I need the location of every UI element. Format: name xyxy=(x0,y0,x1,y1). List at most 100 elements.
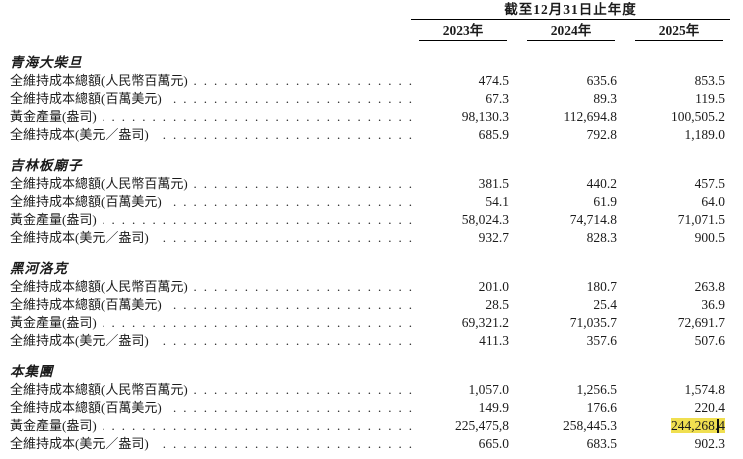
value-2023: 149.9 xyxy=(478,400,509,415)
value-2023: 932.7 xyxy=(478,230,509,245)
dot-leader xyxy=(194,381,419,399)
value-2024: 683.5 xyxy=(586,436,617,451)
table-row: 全維持成本(美元／盎司) 685.9 792.8 1,189.0 xyxy=(0,126,743,144)
highlighted-value[interactable]: 244,268.4 xyxy=(671,418,725,433)
value-2023: 28.5 xyxy=(485,297,509,312)
row-label: 黃金產量(盎司) xyxy=(10,212,97,227)
year-column-2024: 2024年 xyxy=(527,20,615,41)
value-2024: 258,445.3 xyxy=(563,418,617,433)
table-header: 截至12月31日止年度 2023年 2024年 2025年 xyxy=(411,2,730,41)
dot-leader xyxy=(168,90,419,108)
value-2024: 112,694.8 xyxy=(563,109,618,124)
value-2024: 357.6 xyxy=(586,333,617,348)
value-2025: 900.5 xyxy=(694,230,725,245)
section-group-total: 本集團 全維持成本總額(人民幣百萬元) 1,057.0 1,256.5 1,57… xyxy=(0,363,743,453)
value-2025: 119.5 xyxy=(695,91,725,106)
dot-leader xyxy=(155,332,419,350)
value-2025: 1,189.0 xyxy=(684,127,726,142)
section-title: 本集團 xyxy=(10,364,54,379)
row-label: 全維持成本總額(人民幣百萬元) xyxy=(10,382,188,397)
value-2024: 89.3 xyxy=(593,91,617,106)
row-label: 全維持成本總額(人民幣百萬元) xyxy=(10,279,188,294)
value-2025: 100,505.2 xyxy=(671,109,725,124)
dot-leader xyxy=(194,72,419,90)
dot-leader xyxy=(168,296,419,314)
dot-leader xyxy=(155,435,419,453)
value-2023: 665.0 xyxy=(478,436,509,451)
value-2025: 64.0 xyxy=(701,194,725,209)
row-label: 全維持成本總額(人民幣百萬元) xyxy=(10,176,188,191)
table-row: 黃金產量(盎司) 69,321.2 71,035.7 72,691.7 xyxy=(0,314,743,332)
value-2025: 71,071.5 xyxy=(677,212,725,227)
value-2023: 54.1 xyxy=(485,194,509,209)
row-label: 全維持成本總額(百萬美元) xyxy=(10,297,162,312)
row-label: 全維持成本總額(百萬美元) xyxy=(10,194,162,209)
value-2024: 74,714.8 xyxy=(569,212,617,227)
value-2024: 176.6 xyxy=(586,400,617,415)
table-row: 全維持成本總額(人民幣百萬元) 201.0 180.7 263.8 xyxy=(0,278,743,296)
period-header: 截至12月31日止年度 xyxy=(411,2,730,20)
value-2023: 201.0 xyxy=(478,279,509,294)
dot-leader xyxy=(103,417,419,435)
dot-leader xyxy=(168,399,419,417)
table-row: 全維持成本總額(百萬美元) 54.1 61.9 64.0 xyxy=(0,193,743,211)
section-title: 黑河洛克 xyxy=(10,261,68,276)
value-2024: 440.2 xyxy=(586,176,617,191)
value-2023: 225,475,8 xyxy=(455,418,509,433)
section-qinghai-dachaidan: 青海大柴旦 全維持成本總額(人民幣百萬元) 474.5 635.6 853.5 … xyxy=(0,54,743,144)
value-2025: 72,691.7 xyxy=(677,315,725,330)
value-2024: 635.6 xyxy=(586,73,617,88)
dot-leader xyxy=(194,278,419,296)
value-2025: 853.5 xyxy=(694,73,725,88)
dot-leader xyxy=(168,193,419,211)
row-label: 全維持成本總額(人民幣百萬元) xyxy=(10,73,188,88)
value-2023: 1,057.0 xyxy=(468,382,510,397)
row-label: 黃金產量(盎司) xyxy=(10,109,97,124)
year-column-2025: 2025年 xyxy=(635,20,723,41)
dot-leader xyxy=(103,108,419,126)
value-2024: 61.9 xyxy=(593,194,617,209)
year-column-2023: 2023年 xyxy=(419,20,507,41)
value-2024: 828.3 xyxy=(586,230,617,245)
value-2024: 180.7 xyxy=(586,279,617,294)
value-2023: 685.9 xyxy=(478,127,509,142)
value-2023: 67.3 xyxy=(485,91,509,106)
table-row: 全維持成本總額(人民幣百萬元) 1,057.0 1,256.5 1,574.8 xyxy=(0,381,743,399)
table-row: 黃金產量(盎司) 98,130.3 112,694.8 100,505.2 xyxy=(0,108,743,126)
value-2025-highlighted[interactable]: 244,268.4 xyxy=(637,417,725,435)
dot-leader xyxy=(155,229,419,247)
row-label: 全維持成本(美元／盎司) xyxy=(10,436,149,451)
value-2023: 69,321.2 xyxy=(461,315,509,330)
value-2025: 457.5 xyxy=(694,176,725,191)
value-2023: 411.3 xyxy=(479,333,509,348)
value-2024: 792.8 xyxy=(586,127,617,142)
row-label: 黃金產量(盎司) xyxy=(10,418,97,433)
dot-leader xyxy=(103,314,419,332)
table-row: 全維持成本(美元／盎司) 665.0 683.5 902.3 xyxy=(0,435,743,453)
value-2025: 1,574.8 xyxy=(684,382,726,397)
table-row: 全維持成本總額(百萬美元) 149.9 176.6 220.4 xyxy=(0,399,743,417)
table-row: 全維持成本(美元／盎司) 932.7 828.3 900.5 xyxy=(0,229,743,247)
table-row: 全維持成本總額(百萬美元) 67.3 89.3 119.5 xyxy=(0,90,743,108)
value-2024: 1,256.5 xyxy=(576,382,618,397)
value-2025: 507.6 xyxy=(694,333,725,348)
table-row: 全維持成本總額(人民幣百萬元) 474.5 635.6 853.5 xyxy=(0,72,743,90)
table-row: 全維持成本(美元／盎司) 411.3 357.6 507.6 xyxy=(0,332,743,350)
value-2025: 36.9 xyxy=(701,297,725,312)
dot-leader xyxy=(103,211,419,229)
row-label: 全維持成本(美元／盎司) xyxy=(10,333,149,348)
text-cursor xyxy=(716,419,719,433)
value-2023: 381.5 xyxy=(478,176,509,191)
section-heihe-luoke: 黑河洛克 全維持成本總額(人民幣百萬元) 201.0 180.7 263.8 全… xyxy=(0,260,743,350)
row-label: 全維持成本(美元／盎司) xyxy=(10,127,149,142)
value-2023: 474.5 xyxy=(478,73,509,88)
section-title: 吉林板廟子 xyxy=(10,158,83,173)
row-label: 全維持成本(美元／盎司) xyxy=(10,230,149,245)
section-title: 青海大柴旦 xyxy=(10,55,83,70)
dot-leader xyxy=(194,175,419,193)
value-2024: 71,035.7 xyxy=(569,315,617,330)
value-2023: 98,130.3 xyxy=(461,109,509,124)
dot-leader xyxy=(155,126,419,144)
value-2025: 263.8 xyxy=(694,279,725,294)
